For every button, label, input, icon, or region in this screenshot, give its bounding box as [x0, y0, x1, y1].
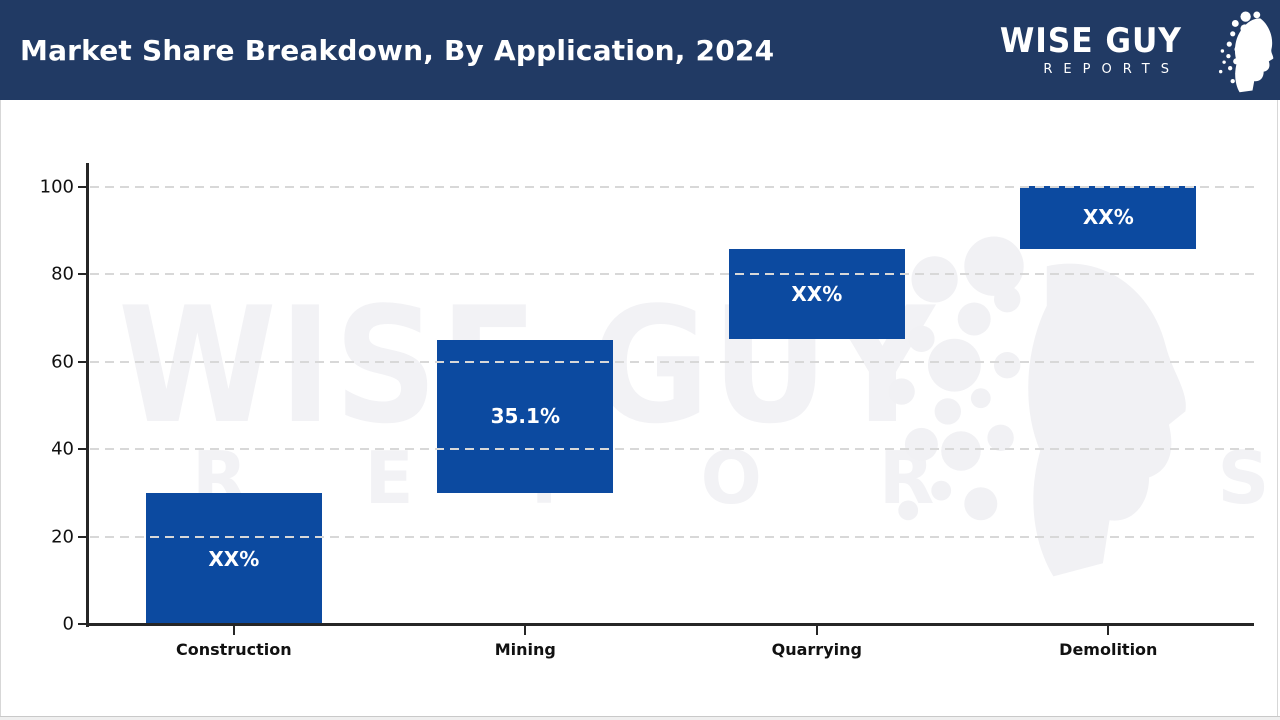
bottom-strip: [0, 717, 1280, 720]
header-bar: Market Share Breakdown, By Application, …: [0, 0, 1280, 100]
chart-canvas: [0, 100, 1278, 716]
logo-head-icon: [1218, 11, 1274, 93]
brand-subtitle: REPORTS: [1043, 61, 1180, 77]
brand-logo: WISE GUY REPORTS: [984, 0, 1182, 100]
bottom-border: [0, 716, 1280, 717]
brand-name: WISE GUY: [999, 20, 1182, 61]
page-title: Market Share Breakdown, By Application, …: [20, 33, 775, 67]
